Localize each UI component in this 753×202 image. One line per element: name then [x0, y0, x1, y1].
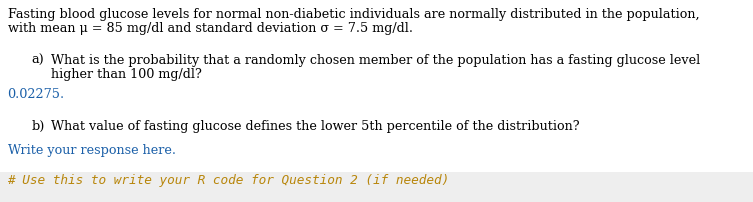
Text: Write your response here.: Write your response here. [8, 143, 175, 156]
Text: 0.02275.: 0.02275. [8, 87, 65, 101]
Text: Fasting blood glucose levels for normal non-diabetic individuals are normally di: Fasting blood glucose levels for normal … [8, 8, 699, 21]
Text: with mean μ = 85 mg/dl and standard deviation σ = 7.5 mg/dl.: with mean μ = 85 mg/dl and standard devi… [8, 22, 413, 35]
Text: # Use this to write your R code for Question 2 (if needed): # Use this to write your R code for Ques… [8, 173, 450, 186]
FancyBboxPatch shape [0, 172, 753, 202]
Text: b): b) [32, 119, 45, 132]
Text: higher than 100 mg/dl?: higher than 100 mg/dl? [51, 68, 202, 81]
Text: a): a) [32, 54, 44, 67]
Text: What is the probability that a randomly chosen member of the population has a fa: What is the probability that a randomly … [51, 54, 700, 67]
Text: What value of fasting glucose defines the lower 5th percentile of the distributi: What value of fasting glucose defines th… [51, 119, 580, 132]
